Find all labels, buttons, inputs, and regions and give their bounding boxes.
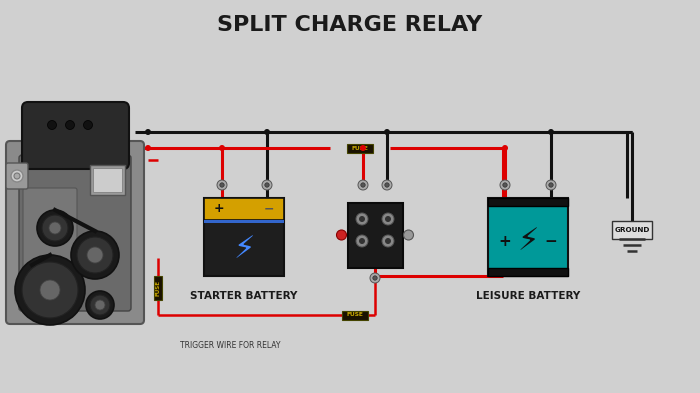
FancyBboxPatch shape (6, 141, 144, 324)
Bar (90, 165, 125, 195)
Circle shape (359, 238, 365, 244)
Circle shape (503, 183, 507, 187)
Circle shape (358, 180, 368, 190)
FancyBboxPatch shape (23, 188, 77, 272)
Circle shape (220, 183, 224, 187)
Circle shape (40, 280, 60, 300)
Text: TRIGGER WIRE FOR RELAY: TRIGGER WIRE FOR RELAY (180, 340, 280, 349)
Bar (488, 198, 568, 206)
Text: FUSE: FUSE (155, 280, 160, 296)
Text: GROUND: GROUND (615, 227, 650, 233)
Bar (342, 310, 368, 320)
Circle shape (385, 183, 389, 187)
Text: FUSE: FUSE (351, 145, 368, 151)
Circle shape (360, 183, 365, 187)
Circle shape (219, 145, 225, 151)
Circle shape (359, 216, 365, 222)
Circle shape (14, 173, 20, 179)
Bar (204, 198, 284, 276)
FancyBboxPatch shape (19, 155, 131, 311)
Bar (347, 203, 402, 268)
Circle shape (48, 121, 57, 130)
Circle shape (15, 255, 85, 325)
Circle shape (66, 121, 74, 130)
Bar (154, 276, 162, 300)
Text: SPLIT CHARGE RELAY: SPLIT CHARGE RELAY (218, 15, 482, 35)
Circle shape (385, 216, 391, 222)
Text: ⚡: ⚡ (517, 228, 539, 257)
Circle shape (42, 215, 68, 241)
Circle shape (77, 237, 113, 273)
Text: −: − (545, 235, 557, 250)
Circle shape (382, 180, 392, 190)
Circle shape (71, 231, 119, 279)
Circle shape (145, 129, 151, 135)
Circle shape (90, 295, 110, 315)
Circle shape (549, 183, 553, 187)
Circle shape (83, 121, 92, 130)
Text: +: + (214, 202, 224, 215)
Text: FUSE: FUSE (346, 312, 363, 318)
Circle shape (262, 180, 272, 190)
Text: −: − (264, 202, 274, 215)
Bar (488, 198, 568, 276)
Circle shape (502, 145, 508, 151)
Circle shape (382, 213, 394, 225)
Circle shape (403, 230, 414, 240)
Circle shape (370, 273, 380, 283)
Bar (612, 221, 652, 239)
Circle shape (384, 129, 390, 135)
Circle shape (337, 230, 346, 240)
Text: STARTER BATTERY: STARTER BATTERY (190, 291, 298, 301)
Bar (488, 268, 568, 276)
Circle shape (500, 180, 510, 190)
Circle shape (37, 210, 73, 246)
FancyBboxPatch shape (6, 163, 28, 189)
Circle shape (382, 235, 394, 247)
Circle shape (360, 145, 366, 151)
Circle shape (217, 180, 227, 190)
Circle shape (373, 276, 377, 280)
Circle shape (356, 235, 368, 247)
Text: ⚡: ⚡ (233, 235, 255, 264)
Circle shape (356, 213, 368, 225)
Circle shape (11, 170, 23, 182)
Bar (93, 168, 122, 192)
Bar (204, 198, 284, 220)
Bar (347, 143, 373, 152)
Text: LEISURE BATTERY: LEISURE BATTERY (476, 291, 580, 301)
Circle shape (95, 300, 105, 310)
Circle shape (145, 145, 151, 151)
Circle shape (22, 262, 78, 318)
Circle shape (265, 183, 270, 187)
FancyBboxPatch shape (22, 102, 129, 169)
Circle shape (548, 129, 554, 135)
Circle shape (546, 180, 556, 190)
Text: +: + (498, 235, 512, 250)
Circle shape (49, 222, 61, 234)
Bar (204, 220, 284, 223)
Circle shape (87, 247, 103, 263)
Circle shape (264, 129, 270, 135)
Circle shape (385, 238, 391, 244)
Circle shape (86, 291, 114, 319)
